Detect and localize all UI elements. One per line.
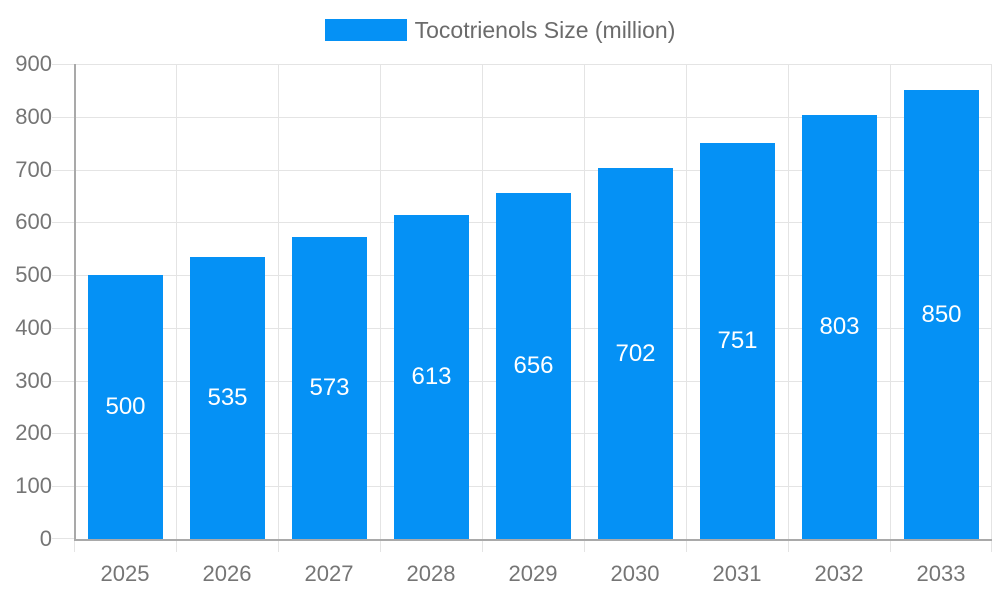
y-axis-tick-label: 900 <box>15 51 52 76</box>
chart-legend: Tocotrienols Size (million) <box>0 17 1000 43</box>
y-axis-tick-label: 200 <box>15 420 52 445</box>
x-axis-tick-label: 2031 <box>712 561 762 586</box>
bar: 803 <box>802 115 877 539</box>
bar: 850 <box>904 90 979 539</box>
bar: 751 <box>700 143 775 539</box>
bar-value-label: 751 <box>717 327 758 354</box>
x-axis-tick-label: 2032 <box>814 561 864 586</box>
bar: 702 <box>598 168 673 539</box>
bar-value-label: 500 <box>105 393 146 420</box>
x-axis-tick-label: 2029 <box>508 561 558 586</box>
y-axis-tick-label: 0 <box>39 526 52 551</box>
plot-area: 500 535 573 613 656 702 751 803 850 <box>52 64 992 552</box>
gridline-vertical <box>176 64 177 552</box>
gridline-horizontal <box>52 538 74 539</box>
gridline-vertical <box>584 64 585 552</box>
x-axis-tick-label: 2025 <box>100 561 150 586</box>
bar-value-label: 803 <box>819 313 860 340</box>
bar: 500 <box>88 275 163 539</box>
x-axis-line <box>74 539 992 541</box>
y-axis-tick-label: 400 <box>15 315 52 340</box>
gridline-horizontal <box>52 64 992 65</box>
legend-label: Tocotrienols Size (million) <box>414 17 676 43</box>
x-axis-labels: 2025 2026 2027 2028 2029 2030 2031 2032 2033 <box>74 561 992 591</box>
x-axis-tick-label: 2030 <box>610 561 660 586</box>
y-axis-tick-label: 300 <box>15 368 52 393</box>
y-axis-tick-label: 500 <box>15 262 52 287</box>
gridline-vertical <box>890 64 891 552</box>
gridline-vertical <box>74 539 75 552</box>
bar-value-label: 656 <box>513 352 554 379</box>
bar: 613 <box>394 215 469 539</box>
y-axis-tick-label: 800 <box>15 104 52 129</box>
gridline-vertical <box>991 64 992 552</box>
x-axis-tick-label: 2026 <box>202 561 252 586</box>
bar-value-label: 702 <box>615 339 656 367</box>
y-axis-tick-label: 700 <box>15 157 52 182</box>
gridline-horizontal <box>52 117 992 118</box>
x-axis-tick-label: 2033 <box>916 561 966 586</box>
x-axis-tick-label: 2028 <box>406 561 456 586</box>
y-axis-tick-label: 100 <box>15 473 52 498</box>
gridline-vertical <box>686 64 687 552</box>
bar: 535 <box>190 257 265 539</box>
y-axis-labels: 0 100 200 300 400 500 600 700 800 900 <box>0 51 52 551</box>
y-axis-line <box>74 64 76 541</box>
gridline-vertical <box>278 64 279 552</box>
y-axis-tick-label: 600 <box>15 209 52 234</box>
bar-value-label: 613 <box>411 363 452 390</box>
bar: 656 <box>496 193 571 539</box>
gridline-horizontal <box>52 170 992 171</box>
gridline-vertical <box>380 64 381 552</box>
gridline-vertical <box>788 64 789 552</box>
bar: 573 <box>292 237 367 539</box>
gridline-vertical <box>482 64 483 552</box>
bar-value-label: 850 <box>921 300 962 328</box>
legend-swatch <box>324 19 407 41</box>
x-axis-tick-label: 2027 <box>304 561 354 586</box>
bar-value-label: 535 <box>207 384 248 411</box>
bar-value-label: 573 <box>309 374 350 401</box>
